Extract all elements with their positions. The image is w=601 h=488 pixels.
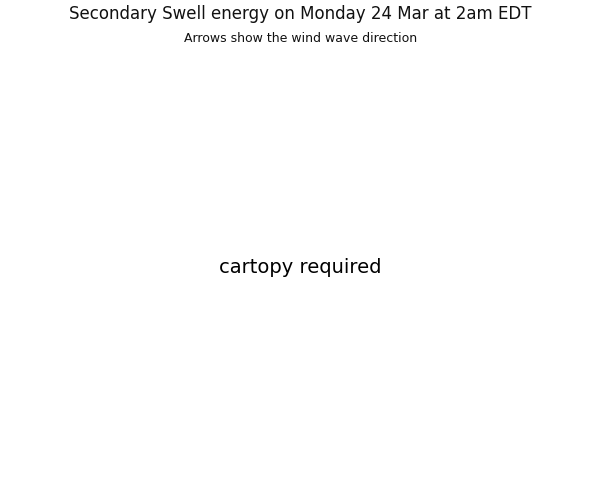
- Text: Arrows show the wind wave direction: Arrows show the wind wave direction: [184, 32, 417, 44]
- Text: cartopy required: cartopy required: [219, 258, 382, 277]
- Text: Secondary Swell energy on Monday 24 Mar at 2am EDT: Secondary Swell energy on Monday 24 Mar …: [69, 5, 532, 23]
